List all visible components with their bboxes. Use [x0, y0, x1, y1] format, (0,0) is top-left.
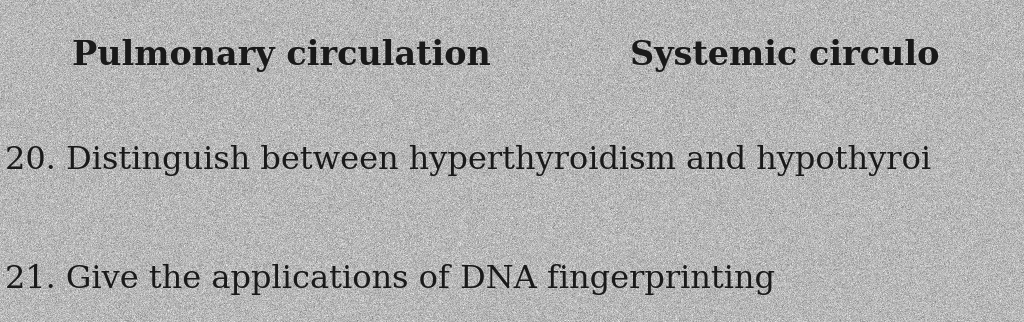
Text: Systemic circulo: Systemic circulo — [630, 39, 939, 71]
Text: 20. Distinguish between hyperthyroidism and hypothyroi: 20. Distinguish between hyperthyroidism … — [5, 145, 931, 176]
Text: 21. Give the applications of DNA fingerprinting: 21. Give the applications of DNA fingerp… — [5, 264, 775, 295]
Text: Pulmonary circulation: Pulmonary circulation — [72, 39, 490, 71]
